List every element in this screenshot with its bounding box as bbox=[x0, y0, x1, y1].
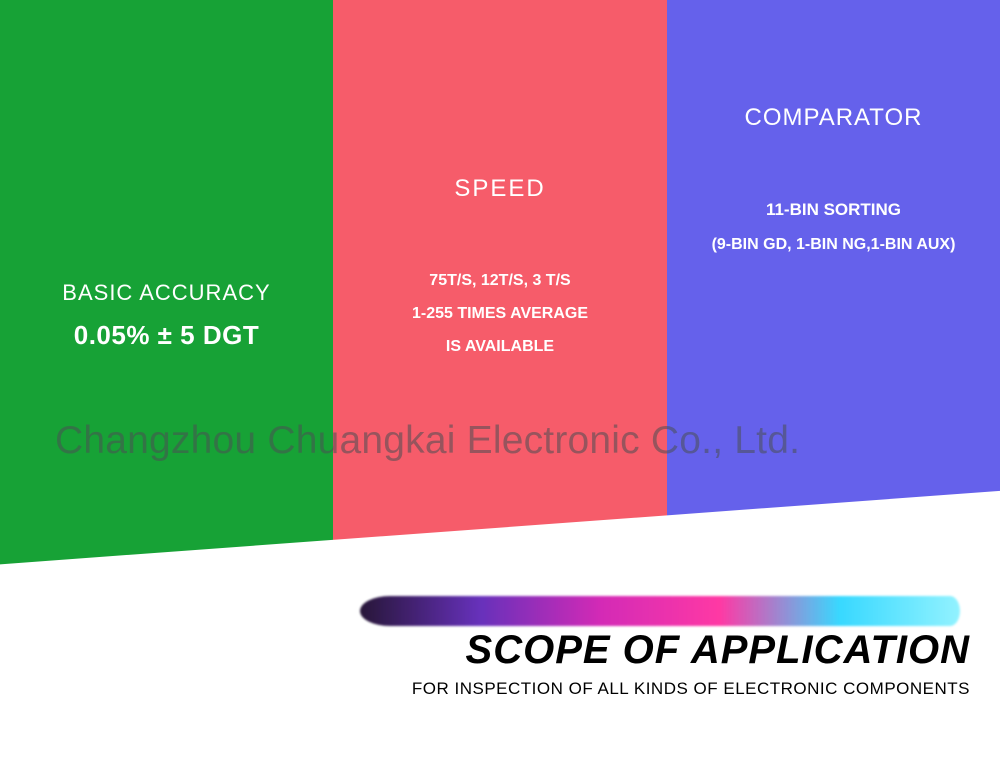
panel-mid-title: SPEED bbox=[333, 175, 667, 203]
brush-stroke bbox=[360, 596, 960, 626]
panel-mid-line-3: IS AVAILABLE bbox=[333, 338, 667, 356]
panel-left-title: BASIC ACCURACY bbox=[0, 280, 333, 306]
panel-right-title: COMPARATOR bbox=[667, 104, 1000, 132]
footer-title: SCOPE OF APPLICATION bbox=[0, 628, 970, 673]
footer: SCOPE OF APPLICATION FOR INSPECTION OF A… bbox=[0, 626, 1000, 699]
panel-mid-line-1: 75T/S, 12T/S, 3 T/S bbox=[333, 272, 667, 290]
panel-mid-line-2: 1-255 TIMES AVERAGE bbox=[333, 305, 667, 323]
footer-subtitle: FOR INSPECTION OF ALL KINDS OF ELECTRONI… bbox=[0, 679, 970, 699]
panel-left-value: 0.05% ± 5 DGT bbox=[0, 320, 333, 351]
panel-right-line-2: (9-BIN GD, 1-BIN NG,1-BIN AUX) bbox=[667, 236, 1000, 254]
panel-right-line-1: 11-BIN SORTING bbox=[667, 200, 1000, 220]
